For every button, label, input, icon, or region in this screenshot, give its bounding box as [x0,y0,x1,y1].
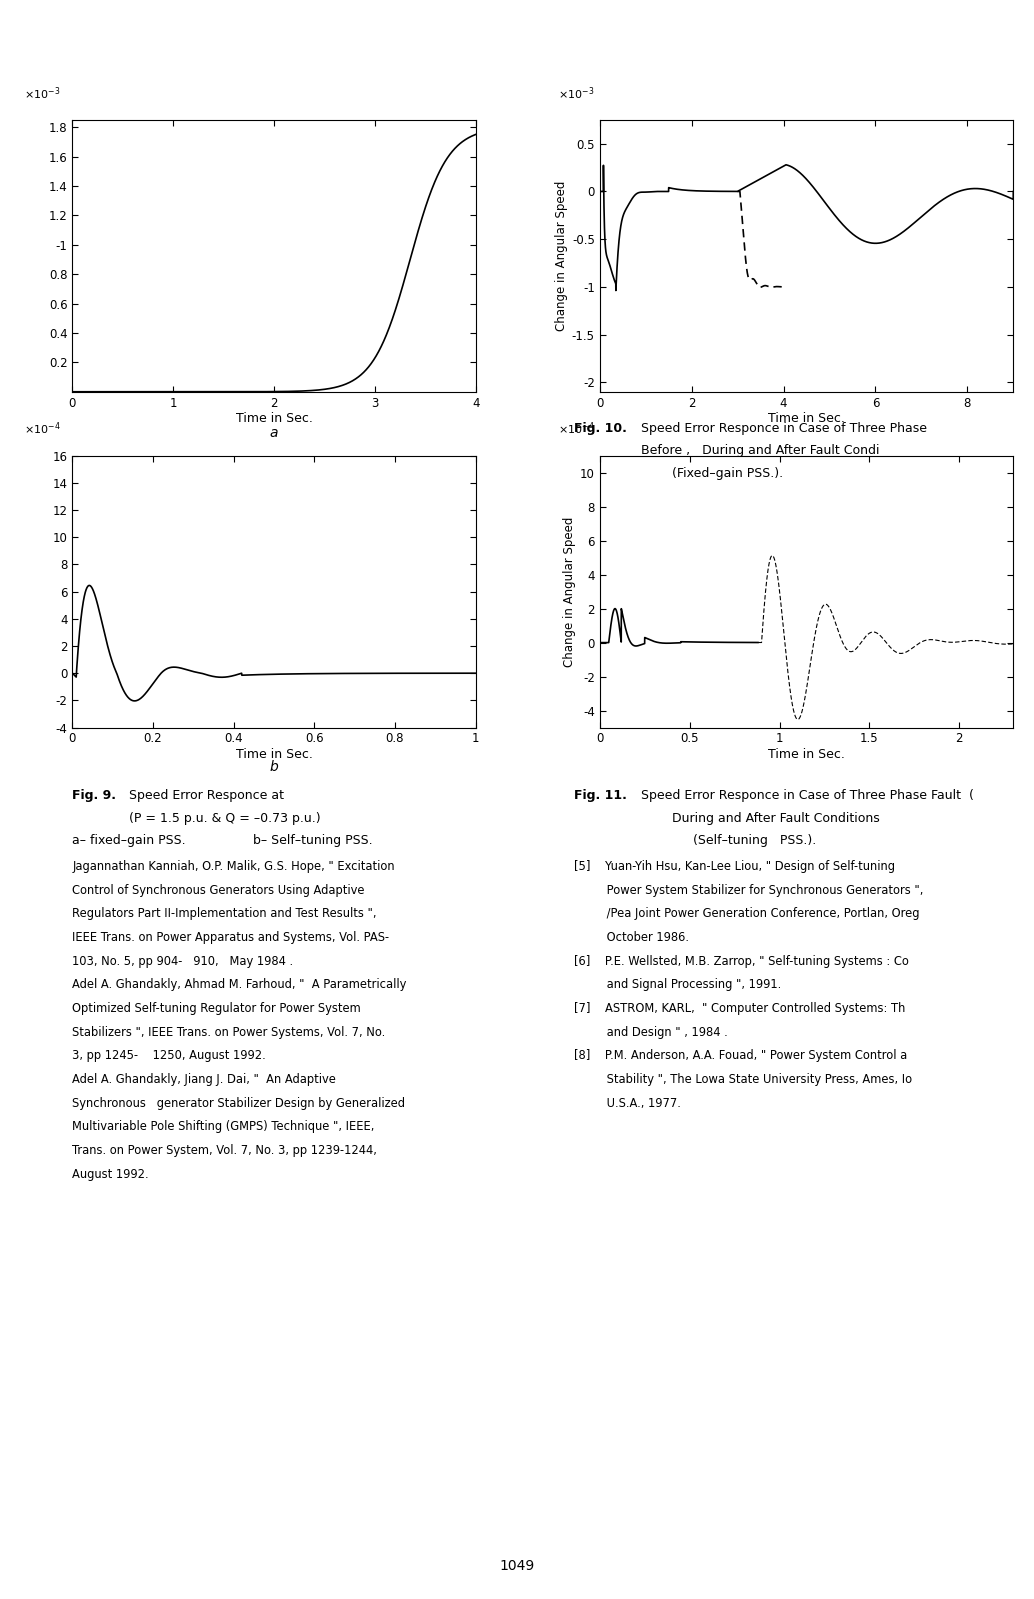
X-axis label: Time in Sec.: Time in Sec. [768,413,845,425]
Text: $\times 10^{-4}$: $\times 10^{-4}$ [558,421,595,438]
Text: $a$: $a$ [269,425,279,440]
Y-axis label: Change in Angular Speed: Change in Angular Speed [562,516,576,667]
X-axis label: Time in Sec.: Time in Sec. [236,413,312,425]
Text: 3, pp 1245-    1250, August 1992.: 3, pp 1245- 1250, August 1992. [72,1049,266,1062]
Text: (P = 1.5 p.u. & Q = –0.73 p.u.): (P = 1.5 p.u. & Q = –0.73 p.u.) [129,812,321,825]
Text: Before ,   During and After Fault Condi: Before , During and After Fault Condi [641,445,880,457]
Text: Stabilizers ", IEEE Trans. on Power Systems, Vol. 7, No.: Stabilizers ", IEEE Trans. on Power Syst… [72,1025,386,1038]
Text: and Design " , 1984 .: and Design " , 1984 . [574,1025,728,1038]
Text: Control of Synchronous Generators Using Adaptive: Control of Synchronous Generators Using … [72,884,365,897]
Text: [7]    ASTROM, KARL,  " Computer Controlled Systems: Th: [7] ASTROM, KARL, " Computer Controlled … [574,1003,905,1015]
Text: (Fixed–gain PSS.).: (Fixed–gain PSS.). [672,467,783,480]
Text: 103, No. 5, pp 904-   910,   May 1984 .: 103, No. 5, pp 904- 910, May 1984 . [72,955,294,967]
Text: 1049: 1049 [499,1559,535,1573]
Text: Speed Error Responce in Case of Three Phase Fault  (: Speed Error Responce in Case of Three Ph… [641,790,974,803]
Text: $b$: $b$ [269,758,279,774]
Text: Synchronous   generator Stabilizer Design by Generalized: Synchronous generator Stabilizer Design … [72,1097,405,1110]
Text: Fig. 10.: Fig. 10. [574,422,627,435]
Text: $\times 10^{-3}$: $\times 10^{-3}$ [24,85,60,102]
Text: Jagannathan Kanniah, O.P. Malik, G.S. Hope, " Excitation: Jagannathan Kanniah, O.P. Malik, G.S. Ho… [72,860,395,873]
Text: U.S.A., 1977.: U.S.A., 1977. [574,1097,680,1110]
Text: a– fixed–gain PSS.: a– fixed–gain PSS. [72,835,186,847]
Text: Speed Error Responce in Case of Three Phase: Speed Error Responce in Case of Three Ph… [641,422,927,435]
Text: Multivariable Pole Shifting (GMPS) Technique ", IEEE,: Multivariable Pole Shifting (GMPS) Techn… [72,1121,374,1134]
X-axis label: Time in Sec.: Time in Sec. [236,748,312,761]
Text: Fig. 9.: Fig. 9. [72,790,117,803]
Text: Speed Error Responce at: Speed Error Responce at [129,790,284,803]
Text: [5]    Yuan-Yih Hsu, Kan-Lee Liou, " Design of Self-tuning: [5] Yuan-Yih Hsu, Kan-Lee Liou, " Design… [574,860,894,873]
Text: $\times 10^{-3}$: $\times 10^{-3}$ [558,85,595,102]
Text: Fig. 11.: Fig. 11. [574,790,627,803]
Text: Trans. on Power System, Vol. 7, No. 3, pp 1239-1244,: Trans. on Power System, Vol. 7, No. 3, p… [72,1143,377,1156]
Y-axis label: Change in Angular Speed: Change in Angular Speed [554,181,568,331]
Text: and Signal Processing ", 1991.: and Signal Processing ", 1991. [574,979,781,991]
Text: b– Self–tuning PSS.: b– Self–tuning PSS. [253,835,373,847]
Text: Adel A. Ghandakly, Jiang J. Dai, "  An Adaptive: Adel A. Ghandakly, Jiang J. Dai, " An Ad… [72,1073,336,1086]
Text: Stability ", The Lowa State University Press, Ames, Io: Stability ", The Lowa State University P… [574,1073,912,1086]
Text: [8]    P.M. Anderson, A.A. Fouad, " Power System Control a: [8] P.M. Anderson, A.A. Fouad, " Power S… [574,1049,907,1062]
Text: [6]    P.E. Wellsted, M.B. Zarrop, " Self-tuning Systems : Co: [6] P.E. Wellsted, M.B. Zarrop, " Self-t… [574,955,909,967]
Text: $\times 10^{-4}$: $\times 10^{-4}$ [24,421,61,438]
Text: Power System Stabilizer for Synchronous Generators ",: Power System Stabilizer for Synchronous … [574,884,923,897]
X-axis label: Time in Sec.: Time in Sec. [768,748,845,761]
Text: IEEE Trans. on Power Apparatus and Systems, Vol. PAS-: IEEE Trans. on Power Apparatus and Syste… [72,931,390,943]
Text: Optimized Self-tuning Regulator for Power System: Optimized Self-tuning Regulator for Powe… [72,1003,361,1015]
Text: Regulators Part II-Implementation and Test Results ",: Regulators Part II-Implementation and Te… [72,907,376,919]
Text: October 1986.: October 1986. [574,931,689,943]
Text: /Pea Joint Power Generation Conference, Portlan, Oreg: /Pea Joint Power Generation Conference, … [574,907,919,919]
Text: Adel A. Ghandakly, Ahmad M. Farhoud, "  A Parametrically: Adel A. Ghandakly, Ahmad M. Farhoud, " A… [72,979,406,991]
Text: (Self–tuning   PSS.).: (Self–tuning PSS.). [693,835,816,847]
Text: During and After Fault Conditions: During and After Fault Conditions [672,812,880,825]
Text: August 1992.: August 1992. [72,1167,149,1180]
